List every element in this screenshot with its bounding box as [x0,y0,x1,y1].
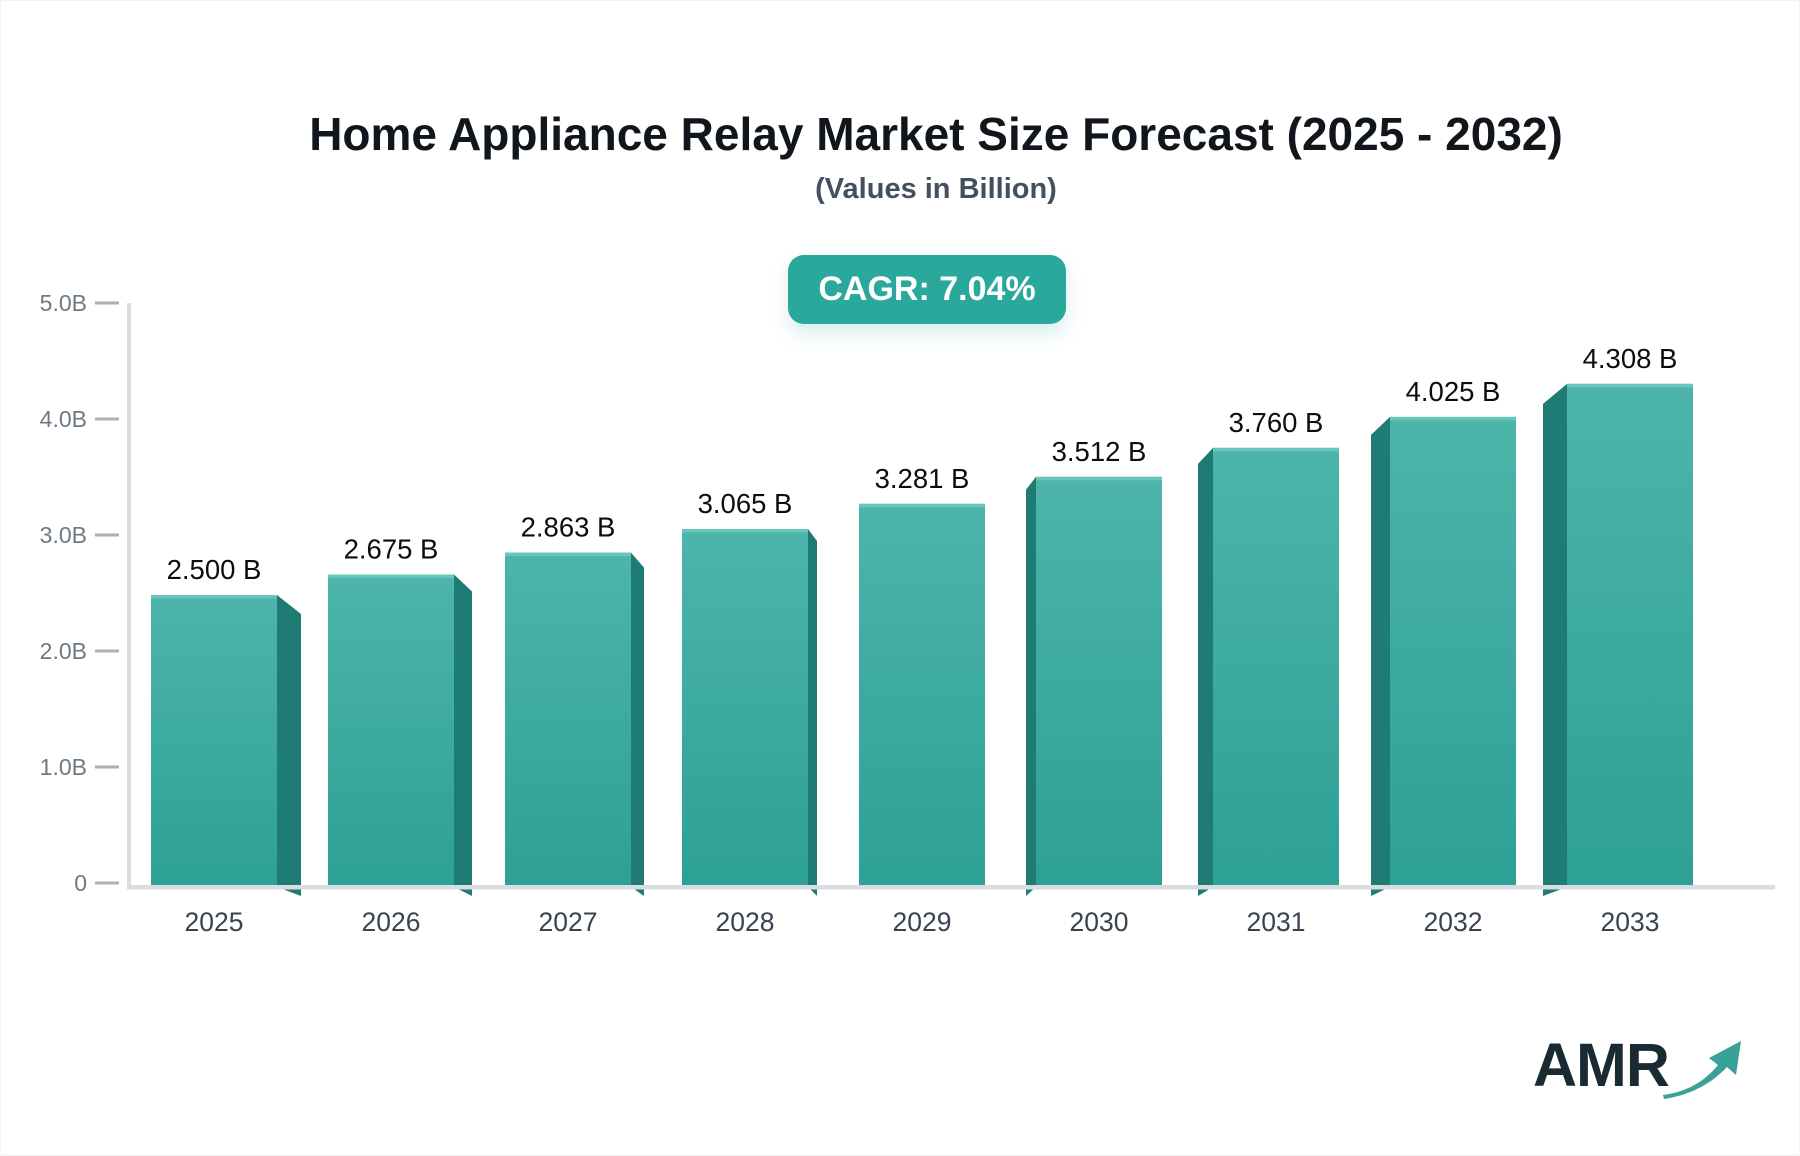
bar-2031 [1213,447,1339,887]
bar-2029 [859,503,985,887]
y-axis-tick-label: 1.0B [40,754,87,780]
y-axis-tick-label: 5.0B [40,290,87,316]
cagr-badge: CAGR: 7.04% [788,255,1066,324]
bar-top-edge [1390,416,1516,421]
bar-value-label: 2.675 B [344,534,439,565]
bar-side-2032 [1371,416,1390,896]
bar-value-label: 3.760 B [1229,407,1324,438]
bar-top-edge [505,552,631,557]
bar-2027 [505,552,631,887]
bar-2025 [151,595,277,887]
bar-2026 [328,574,454,887]
y-axis-tick-dash [95,301,119,305]
bar-top-edge [1567,383,1693,388]
growth-arrow-icon [1662,1041,1741,1099]
x-axis-label: 2033 [1601,907,1660,937]
x-axis-label: 2026 [362,907,421,937]
y-axis-tick-dash [95,649,119,653]
y-axis-tick-label: 4.0B [40,406,87,432]
bar-side-2033 [1543,383,1567,897]
bar-2028 [682,529,808,887]
y-axis-tick-label: 2.0B [40,638,87,664]
cagr-badge-wrap: CAGR: 7.04% [57,255,1797,324]
x-axis-line [127,885,1775,890]
bar-2033 [1567,383,1693,887]
bar-side-2027 [631,552,644,896]
bar-top-edge [151,595,277,599]
y-axis-tick-label: 0 [74,870,87,896]
bar-value-label: 2.863 B [521,512,616,543]
x-axis-label: 2030 [1070,907,1129,937]
bar-2032 [1390,416,1516,887]
x-axis-label: 2025 [185,907,244,937]
x-axis-label: 2027 [539,907,598,937]
bar-side-2031 [1198,447,1213,896]
bar-top-edge [859,503,985,508]
bar-value-label: 3.065 B [698,488,793,519]
y-axis-tick-label: 3.0B [40,522,87,548]
bar-value-label: 2.500 B [167,554,262,585]
bar-side-2025 [277,595,301,896]
bar-top-edge [1213,447,1339,452]
bar-value-label: 4.308 B [1583,343,1678,374]
y-axis-tick-dash [95,881,119,885]
bar-value-label: 3.512 B [1052,436,1147,467]
bar-top-edge [328,574,454,579]
amr-logo: AMR [1533,1035,1745,1103]
x-axis-label: 2028 [716,907,775,937]
y-axis-tick-dash [95,533,119,537]
bar-side-2030 [1026,476,1036,896]
bar-value-label: 4.025 B [1406,376,1501,407]
chart-subtitle: (Values in Billion) [815,173,1057,205]
bar-value-label: 3.281 B [875,463,970,494]
x-axis-label: 2031 [1247,907,1306,937]
bar-side-2026 [454,574,472,896]
bar-2030 [1036,476,1162,887]
bar-top-edge [1036,476,1162,481]
amr-logo-text: AMR [1533,1031,1670,1099]
y-axis-tick-dash [95,765,119,769]
y-axis-line [127,303,131,889]
bar-top-edge [682,529,808,533]
x-axis-label: 2032 [1424,907,1483,937]
x-axis-label: 2029 [893,907,952,937]
bar-side-2028 [808,529,817,896]
y-axis-tick-dash [95,417,119,421]
chart-title: Home Appliance Relay Market Size Forecas… [309,108,1563,160]
